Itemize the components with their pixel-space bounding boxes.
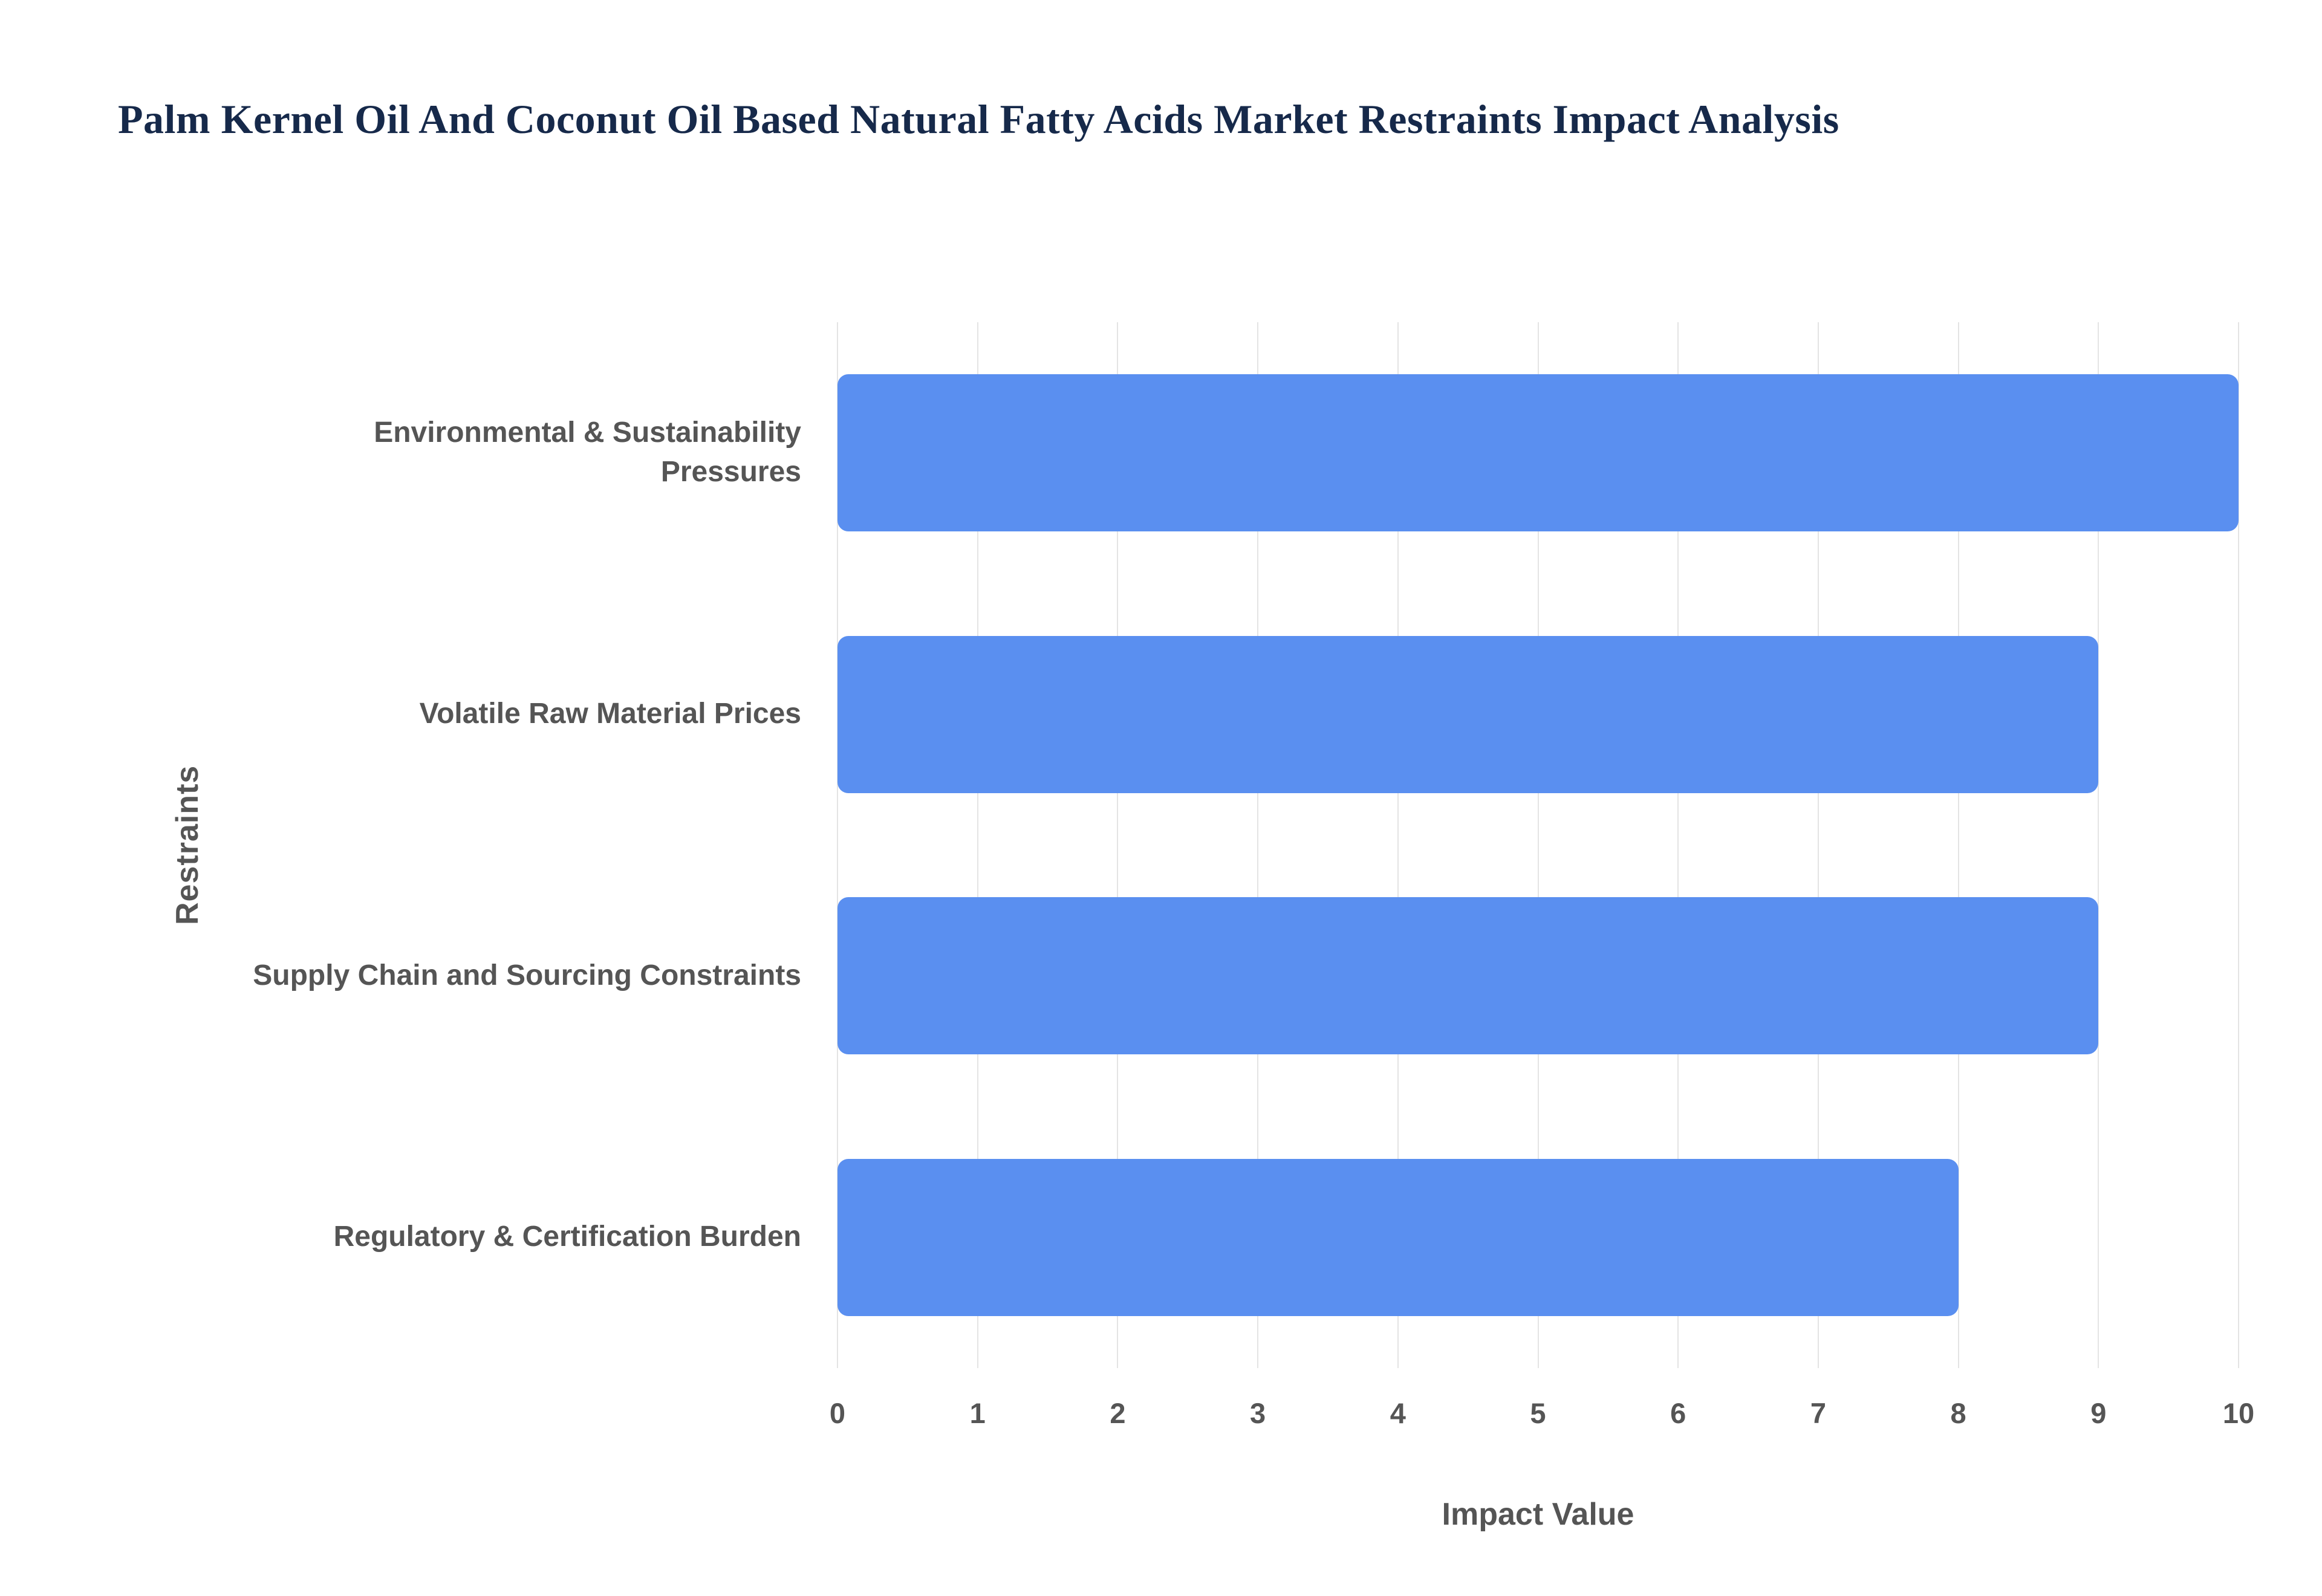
bar-row [837, 845, 2239, 1107]
x-tick-label: 1 [969, 1397, 986, 1429]
y-axis-title: Restraints [170, 765, 205, 926]
chart-title: Palm Kernel Oil And Coconut Oil Based Na… [118, 96, 1839, 142]
category-label: Volatile Raw Material Prices [419, 698, 801, 730]
x-tick-label: 6 [1670, 1397, 1686, 1429]
bar-rows [837, 322, 2239, 1368]
x-tick-label: 4 [1390, 1397, 1406, 1429]
gridline [1677, 322, 1679, 1368]
bar-row [837, 1107, 2239, 1369]
x-tick-label: 7 [1810, 1397, 1826, 1429]
gridline [1257, 322, 1259, 1368]
x-tick-label: 0 [829, 1397, 846, 1429]
x-tick-label: 3 [1250, 1397, 1266, 1429]
gridline [1397, 322, 1399, 1368]
bar [837, 374, 2239, 532]
bar [837, 1158, 1959, 1316]
x-tick-labels: 0 1 2 3 4 5 6 7 8 9 10 [830, 1396, 2254, 1439]
bar-row [837, 584, 2239, 846]
gridline [1537, 322, 1539, 1368]
bar [837, 897, 2099, 1055]
category-label: Environmental & Sustainability Pressures [374, 417, 801, 488]
x-tick-label: 9 [2090, 1397, 2107, 1429]
gridline [1817, 322, 1819, 1368]
x-tick-label: 8 [1950, 1397, 1966, 1429]
category-labels: Environmental & Sustainability Pressures… [242, 322, 801, 1368]
gridline [977, 322, 978, 1368]
plot-area [837, 322, 2239, 1368]
gridline [2238, 322, 2239, 1368]
gridline [2098, 322, 2099, 1368]
x-tick-label: 10 [2222, 1397, 2255, 1429]
x-tick-label: 2 [1110, 1397, 1126, 1429]
bar [837, 635, 2099, 793]
category-label: Supply Chain and Sourcing Constraints [253, 959, 801, 991]
category-label: Regulatory & Certification Burden [333, 1221, 801, 1253]
x-tick-label: 5 [1530, 1397, 1546, 1429]
gridline [1957, 322, 1959, 1368]
gridline [1117, 322, 1119, 1368]
gridline [837, 322, 838, 1368]
bar-row [837, 322, 2239, 584]
x-axis-title: Impact Value [1442, 1497, 1634, 1532]
gridlines [837, 322, 2239, 1368]
